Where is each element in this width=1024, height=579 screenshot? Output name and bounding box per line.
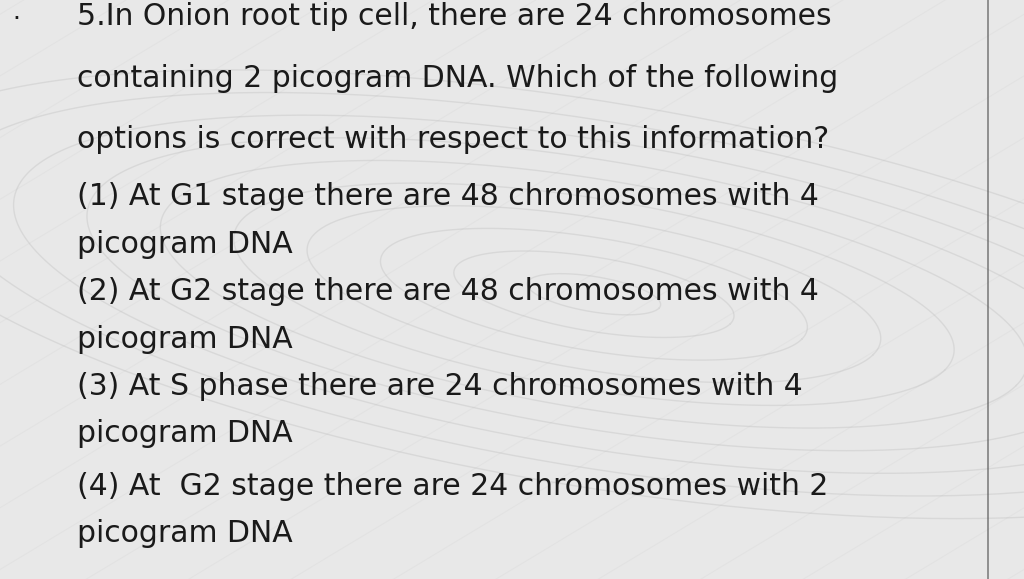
Text: containing 2 picogram DNA. Which of the following: containing 2 picogram DNA. Which of the … [77,64,838,93]
Text: (3) At S phase there are 24 chromosomes with 4: (3) At S phase there are 24 chromosomes … [77,372,803,401]
Text: picogram DNA: picogram DNA [77,519,293,548]
Text: ·: · [12,7,20,31]
Text: 5.In Onion root tip cell, there are 24 chromosomes: 5.In Onion root tip cell, there are 24 c… [77,2,831,31]
Text: picogram DNA: picogram DNA [77,325,293,354]
Text: picogram DNA: picogram DNA [77,230,293,259]
Text: picogram DNA: picogram DNA [77,420,293,449]
Text: (1) At G1 stage there are 48 chromosomes with 4: (1) At G1 stage there are 48 chromosomes… [77,182,818,211]
Text: (4) At  G2 stage there are 24 chromosomes with 2: (4) At G2 stage there are 24 chromosomes… [77,472,828,501]
Text: options is correct with respect to this information?: options is correct with respect to this … [77,125,829,154]
Text: (2) At G2 stage there are 48 chromosomes with 4: (2) At G2 stage there are 48 chromosomes… [77,277,818,306]
